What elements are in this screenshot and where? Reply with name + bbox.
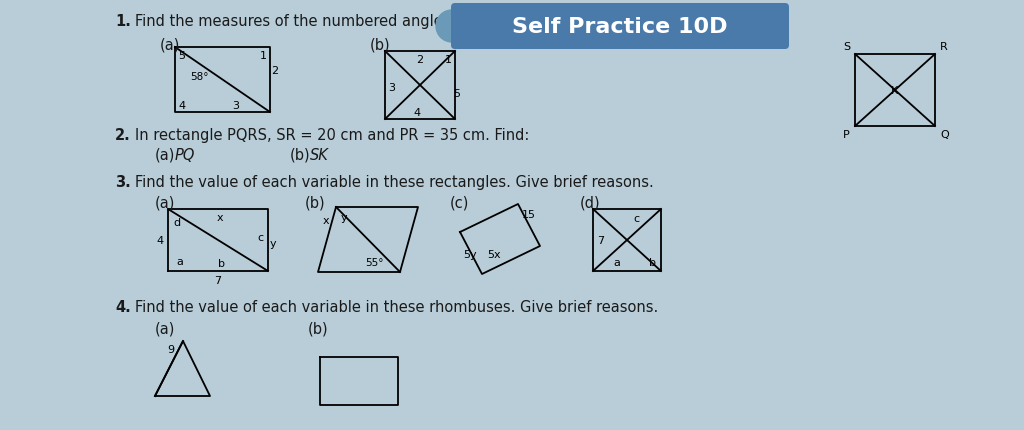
- Text: 5: 5: [178, 51, 185, 61]
- Text: Find the value of each variable in these rhombuses. Give brief reasons.: Find the value of each variable in these…: [135, 299, 658, 314]
- Text: Find the measures of the numbered angles in each rectangle.: Find the measures of the numbered angles…: [135, 14, 587, 29]
- Text: 3: 3: [232, 101, 239, 111]
- Text: 3.: 3.: [115, 175, 131, 190]
- Text: c: c: [257, 232, 263, 243]
- Text: (b): (b): [305, 196, 326, 211]
- Text: R: R: [940, 42, 948, 52]
- Text: (b): (b): [370, 38, 390, 53]
- Text: a: a: [176, 256, 183, 266]
- Text: (a): (a): [155, 321, 175, 336]
- Text: 1.: 1.: [115, 14, 131, 29]
- Text: 4: 4: [178, 101, 185, 111]
- Text: (a): (a): [155, 196, 175, 211]
- Text: 15: 15: [522, 209, 536, 219]
- Text: x: x: [323, 215, 330, 225]
- Circle shape: [436, 11, 468, 43]
- Text: 1: 1: [260, 51, 267, 61]
- Text: 58°: 58°: [190, 72, 209, 82]
- Text: 3: 3: [388, 83, 395, 92]
- Text: PQ: PQ: [175, 147, 196, 163]
- Text: 4.: 4.: [115, 299, 131, 314]
- Text: 4: 4: [157, 236, 164, 246]
- Text: 4: 4: [413, 108, 420, 118]
- Text: 2: 2: [417, 55, 424, 65]
- Text: a: a: [613, 258, 621, 267]
- Text: c: c: [634, 214, 640, 224]
- Text: (c): (c): [450, 196, 469, 211]
- Text: 5y: 5y: [463, 250, 476, 260]
- Text: y: y: [270, 239, 276, 249]
- Text: 5x: 5x: [487, 250, 501, 260]
- Text: (a): (a): [155, 147, 175, 163]
- Text: 2: 2: [271, 66, 279, 76]
- Text: 55°: 55°: [365, 258, 384, 267]
- Text: (a): (a): [160, 38, 180, 53]
- Text: Q: Q: [940, 130, 949, 140]
- Text: y: y: [341, 212, 347, 222]
- Text: x: x: [217, 212, 223, 222]
- Text: SK: SK: [310, 147, 329, 163]
- Text: In rectangle PQRS, SR = 20 cm and PR = 35 cm. Find:: In rectangle PQRS, SR = 20 cm and PR = 3…: [135, 128, 529, 143]
- Text: 1: 1: [445, 55, 452, 65]
- Text: d: d: [173, 218, 180, 227]
- Text: b: b: [649, 258, 656, 267]
- Text: Self Practice 10D: Self Practice 10D: [512, 17, 728, 37]
- Text: (d): (d): [580, 196, 601, 211]
- Text: S: S: [843, 42, 850, 52]
- Text: P: P: [843, 130, 850, 140]
- Text: 9: 9: [167, 344, 174, 354]
- Text: (b): (b): [290, 147, 310, 163]
- Text: Find the value of each variable in these rectangles. Give brief reasons.: Find the value of each variable in these…: [135, 175, 653, 190]
- Text: 7: 7: [214, 275, 221, 286]
- Text: 5: 5: [453, 89, 460, 99]
- Text: b: b: [218, 258, 225, 268]
- FancyBboxPatch shape: [451, 4, 790, 50]
- Text: K: K: [891, 86, 899, 96]
- Text: (b): (b): [308, 321, 329, 336]
- Text: 2.: 2.: [115, 128, 131, 143]
- Text: 7: 7: [597, 236, 604, 246]
